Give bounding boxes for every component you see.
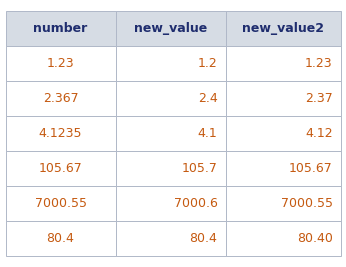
Text: 1.23: 1.23 <box>47 57 74 70</box>
Text: new_value2: new_value2 <box>242 22 324 35</box>
Text: 4.1235: 4.1235 <box>39 127 82 140</box>
Text: 2.4: 2.4 <box>198 92 218 105</box>
Text: 80.4: 80.4 <box>47 232 74 245</box>
Text: 80.4: 80.4 <box>190 232 218 245</box>
Text: 2.367: 2.367 <box>43 92 78 105</box>
Text: 1.23: 1.23 <box>305 57 333 70</box>
Text: 1.2: 1.2 <box>198 57 218 70</box>
Text: 7000.6: 7000.6 <box>174 197 218 210</box>
Text: 4.12: 4.12 <box>305 127 333 140</box>
Text: 7000.55: 7000.55 <box>281 197 333 210</box>
Text: 2.37: 2.37 <box>305 92 333 105</box>
Text: 105.7: 105.7 <box>182 162 218 175</box>
Text: 7000.55: 7000.55 <box>35 197 86 210</box>
Text: 4.1: 4.1 <box>198 127 218 140</box>
Text: 80.40: 80.40 <box>297 232 333 245</box>
Text: 105.67: 105.67 <box>39 162 82 175</box>
Text: 105.67: 105.67 <box>289 162 333 175</box>
Text: new_value: new_value <box>134 22 207 35</box>
Text: number: number <box>33 22 88 35</box>
